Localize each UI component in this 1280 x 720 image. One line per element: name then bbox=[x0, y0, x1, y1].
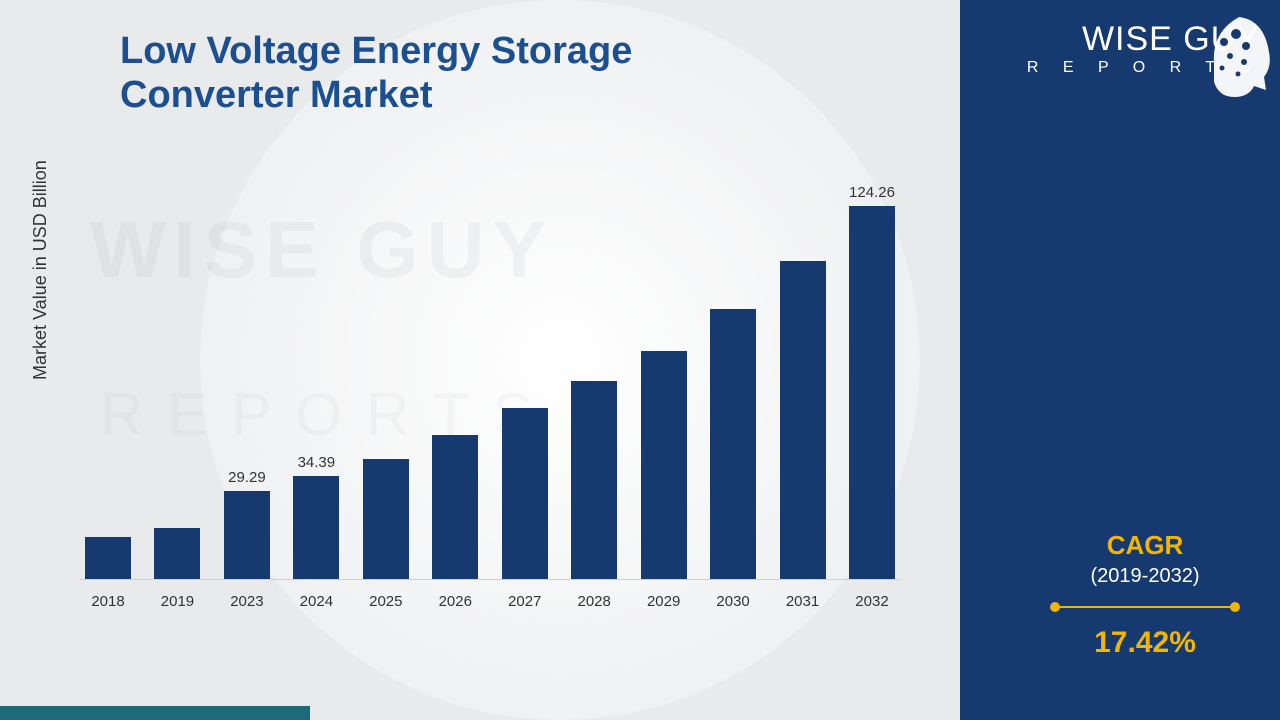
bar bbox=[571, 381, 617, 579]
cagr-title: CAGR bbox=[1040, 530, 1250, 561]
x-axis-label: 2030 bbox=[705, 593, 761, 610]
x-axis-label: 2029 bbox=[636, 593, 692, 610]
x-axis-label: 2031 bbox=[775, 593, 831, 610]
bar-wrap bbox=[427, 413, 483, 579]
chart-title: Low Voltage Energy Storage Converter Mar… bbox=[120, 30, 740, 117]
bar-wrap bbox=[80, 515, 136, 579]
right-panel: WISE GUY R E P O R T S CAGR (2019-2032) … bbox=[960, 0, 1280, 720]
bar bbox=[224, 491, 270, 579]
logo-head-icon bbox=[1194, 12, 1274, 102]
bar bbox=[641, 351, 687, 579]
bar-wrap bbox=[497, 386, 553, 579]
bar-value-label: 34.39 bbox=[298, 454, 336, 472]
bar-wrap bbox=[705, 287, 761, 579]
x-axis-label: 2026 bbox=[427, 593, 483, 610]
x-axis-label: 2024 bbox=[288, 593, 344, 610]
bar-wrap bbox=[775, 239, 831, 579]
bar-wrap bbox=[636, 329, 692, 579]
x-axis-label: 2027 bbox=[497, 593, 553, 610]
x-axis-label: 2025 bbox=[358, 593, 414, 610]
bar-chart: 29.29 34.39 124.26 2018 2019 2023 2024 2025 202… bbox=[80, 170, 900, 610]
cagr-divider bbox=[1055, 606, 1235, 608]
x-axis-label: 2023 bbox=[219, 593, 275, 610]
x-axis-label: 2018 bbox=[80, 593, 136, 610]
bar-wrap bbox=[149, 506, 205, 579]
x-axis-label: 2032 bbox=[844, 593, 900, 610]
bar-wrap bbox=[566, 359, 622, 579]
bar-wrap: 29.29 bbox=[219, 469, 275, 579]
bar bbox=[710, 309, 756, 579]
cagr-period: (2019-2032) bbox=[1040, 565, 1250, 588]
x-axis-label: 2028 bbox=[566, 593, 622, 610]
bar bbox=[363, 459, 409, 579]
bar-wrap: 124.26 bbox=[844, 184, 900, 579]
bar bbox=[849, 206, 895, 579]
bar-value-label: 29.29 bbox=[228, 469, 266, 487]
bar-wrap bbox=[358, 437, 414, 579]
bar-value-label: 124.26 bbox=[849, 184, 895, 202]
bar bbox=[502, 408, 548, 579]
bar bbox=[432, 435, 478, 579]
cagr-block: CAGR (2019-2032) 17.42% bbox=[1040, 530, 1250, 660]
bar bbox=[780, 261, 826, 579]
x-axis-label: 2019 bbox=[149, 593, 205, 610]
bar bbox=[154, 528, 200, 579]
bar bbox=[293, 476, 339, 579]
bottom-accent-bar bbox=[0, 706, 310, 720]
left-panel: WISE GUY REPORTS Low Voltage Energy Stor… bbox=[0, 0, 960, 720]
cagr-value: 17.42% bbox=[1040, 626, 1250, 660]
bar-wrap: 34.39 bbox=[288, 454, 344, 579]
bar bbox=[85, 537, 131, 579]
y-axis-label: Market Value in USD Billion bbox=[30, 160, 51, 380]
